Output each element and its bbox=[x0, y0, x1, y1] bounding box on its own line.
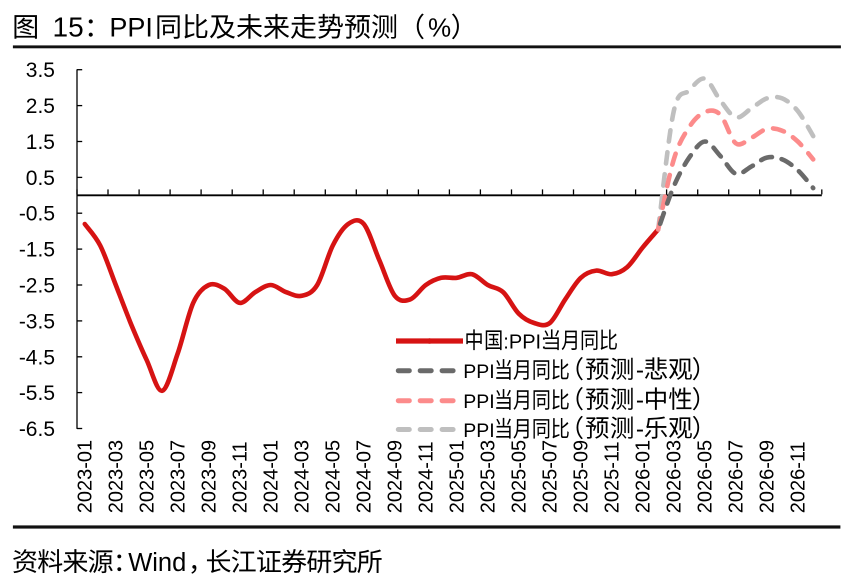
svg-text:2026-11: 2026-11 bbox=[788, 441, 810, 513]
svg-text:-5.5: -5.5 bbox=[19, 382, 55, 405]
svg-text:2023-11: 2023-11 bbox=[230, 441, 252, 513]
svg-text:-3.5: -3.5 bbox=[19, 310, 55, 333]
svg-text:PPI: PPI bbox=[463, 361, 494, 383]
svg-text:2024-05: 2024-05 bbox=[323, 440, 345, 513]
svg-text:2024-03: 2024-03 bbox=[292, 440, 314, 513]
svg-text:-: - bbox=[636, 387, 644, 414]
svg-text:2023-05: 2023-05 bbox=[137, 440, 159, 513]
svg-text:2026-07: 2026-07 bbox=[726, 440, 748, 513]
svg-text:%: % bbox=[428, 13, 451, 43]
svg-text:2024-01: 2024-01 bbox=[261, 440, 283, 513]
svg-text:2026-09: 2026-09 bbox=[757, 440, 779, 513]
svg-text:15: 15 bbox=[53, 12, 84, 43]
svg-text:PPI: PPI bbox=[109, 13, 153, 43]
svg-text:PPI: PPI bbox=[463, 420, 494, 442]
svg-text:2024-07: 2024-07 bbox=[354, 440, 376, 513]
svg-text:3.5: 3.5 bbox=[26, 59, 55, 82]
svg-text:-6.5: -6.5 bbox=[19, 418, 55, 441]
svg-text:-1.5: -1.5 bbox=[19, 239, 55, 262]
svg-text:Wind: Wind bbox=[128, 549, 186, 577]
svg-text:2025-09: 2025-09 bbox=[571, 440, 593, 513]
svg-text:2026-01: 2026-01 bbox=[633, 440, 655, 513]
svg-text:-2.5: -2.5 bbox=[19, 275, 55, 298]
svg-text:2023-01: 2023-01 bbox=[75, 440, 97, 513]
svg-text:2024-09: 2024-09 bbox=[385, 440, 407, 513]
svg-text:-: - bbox=[636, 357, 644, 384]
svg-text:-0.5: -0.5 bbox=[19, 203, 55, 226]
svg-text:2025-01: 2025-01 bbox=[447, 440, 469, 513]
svg-text:0.5: 0.5 bbox=[26, 167, 55, 190]
svg-text:PPI: PPI bbox=[463, 391, 494, 413]
svg-text:2.5: 2.5 bbox=[26, 95, 55, 118]
svg-text:2024-11: 2024-11 bbox=[416, 441, 438, 513]
svg-text:2025-03: 2025-03 bbox=[478, 440, 500, 513]
svg-text:2023-09: 2023-09 bbox=[199, 440, 221, 513]
svg-text:-: - bbox=[636, 416, 644, 443]
svg-text:2026-05: 2026-05 bbox=[695, 440, 717, 513]
svg-text:2025-05: 2025-05 bbox=[509, 440, 531, 513]
svg-text:2025-11: 2025-11 bbox=[602, 441, 624, 513]
svg-text:2023-03: 2023-03 bbox=[106, 440, 128, 513]
svg-text:2025-07: 2025-07 bbox=[540, 440, 562, 513]
svg-text:1.5: 1.5 bbox=[26, 131, 55, 154]
svg-text:2026-03: 2026-03 bbox=[664, 440, 686, 513]
svg-text::PPI:: :PPI: bbox=[503, 331, 546, 353]
svg-text:2023-07: 2023-07 bbox=[168, 440, 190, 513]
svg-text:-4.5: -4.5 bbox=[19, 346, 55, 369]
